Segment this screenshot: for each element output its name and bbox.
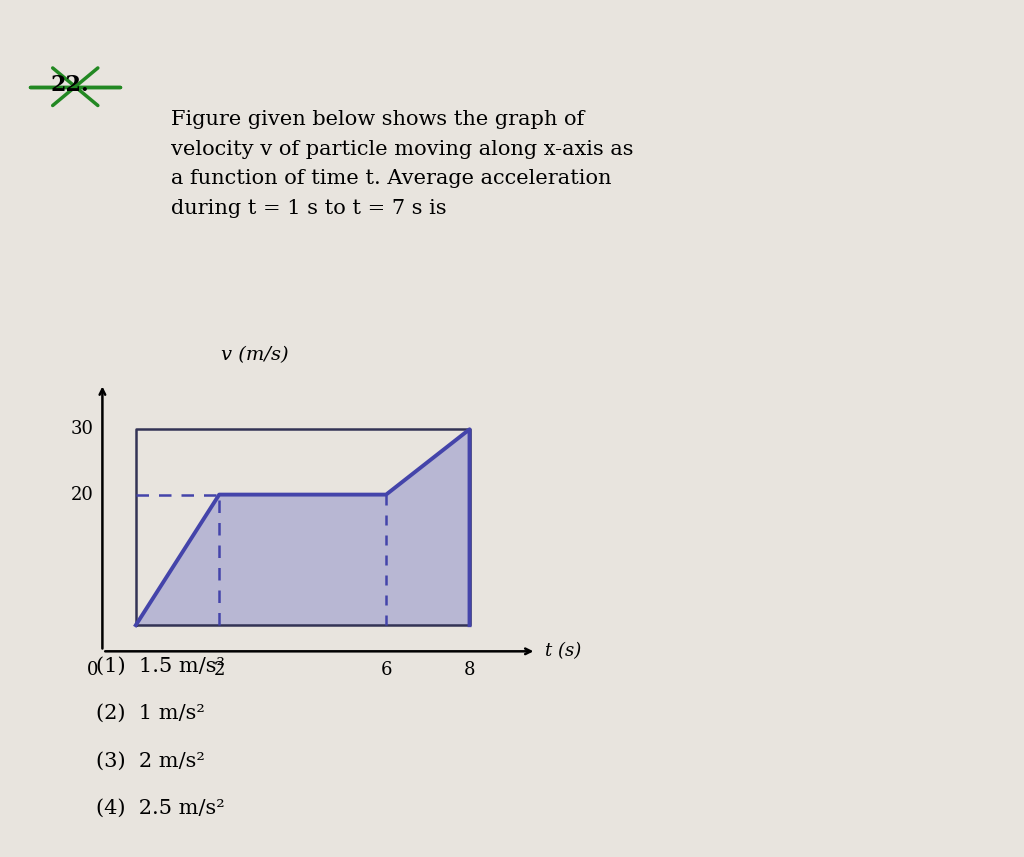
Text: (3)  2 m/s²: (3) 2 m/s²	[96, 752, 205, 770]
Text: v (m/s): v (m/s)	[221, 345, 289, 364]
Text: (1)  1.5 m/s²: (1) 1.5 m/s²	[96, 657, 225, 676]
Text: t (s): t (s)	[545, 642, 581, 661]
Text: 8: 8	[464, 661, 475, 679]
Text: 6: 6	[380, 661, 392, 679]
Text: Figure given below shows the graph of
velocity v of particle moving along x-axis: Figure given below shows the graph of ve…	[171, 111, 633, 218]
Text: 20: 20	[72, 486, 94, 504]
Text: (2)  1 m/s²: (2) 1 m/s²	[96, 704, 205, 723]
Polygon shape	[136, 429, 470, 626]
Text: 0: 0	[87, 661, 98, 679]
Text: 22.: 22.	[51, 74, 89, 96]
Text: (4)  2.5 m/s²: (4) 2.5 m/s²	[96, 799, 225, 818]
Text: 2: 2	[214, 661, 225, 679]
Text: 30: 30	[71, 420, 94, 438]
